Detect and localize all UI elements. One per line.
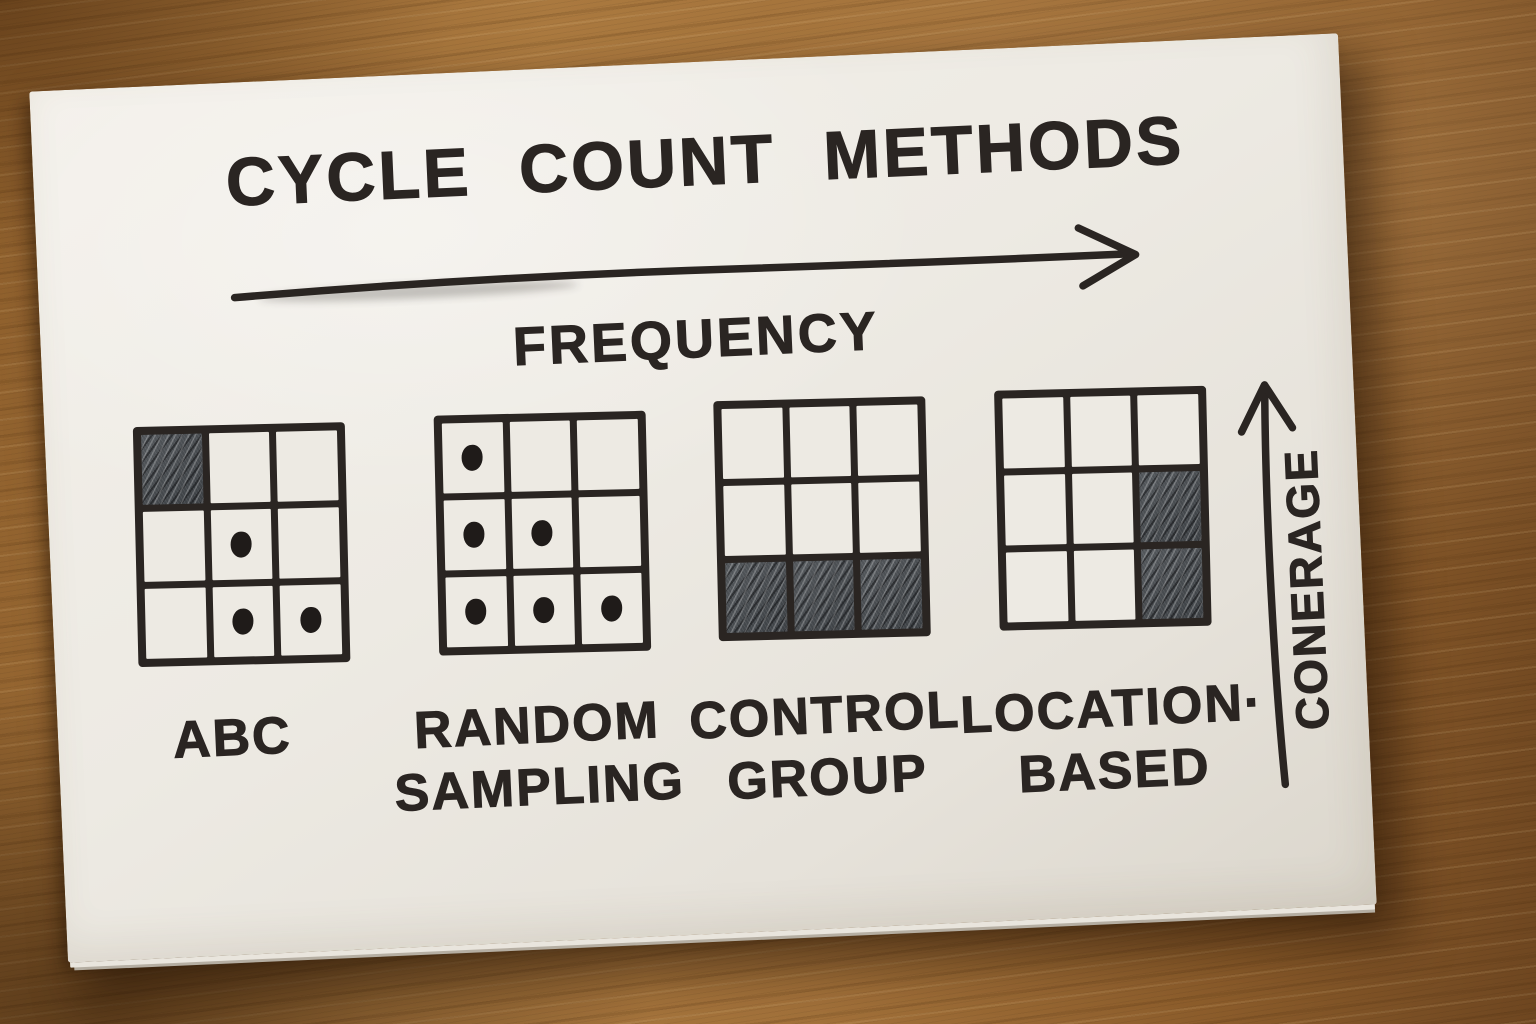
method-label-line: ABC [171,706,293,770]
abc-grid [132,422,351,668]
grid-cell [577,418,640,491]
frequency-arrow-head [1074,224,1140,290]
shaded-cell [1139,470,1202,543]
frequency-arrow-line [230,250,1132,302]
grid-cell [208,431,271,504]
grid-cell [279,584,343,656]
grid-cell [856,404,920,476]
grid-cell [513,574,576,646]
dot-mark [600,595,623,622]
grid-cell [1073,549,1136,621]
dot-mark [232,608,254,635]
grid-cell [1069,395,1133,467]
grid-cell [144,587,207,659]
grid-cell [1071,472,1134,544]
grid-cell [721,407,784,480]
location-based-grid [994,385,1212,631]
coverage-arrow-head [1237,381,1297,436]
grid-cell [789,406,852,478]
grid-cell [276,430,339,502]
shaded-cell [860,558,923,630]
grid-cell [212,585,275,658]
method-label-line: SAMPLING [393,752,687,824]
coverage-axis-label: CONERAGE [1274,447,1339,732]
method-label-control-group: CONTROL GROUP [664,678,989,816]
grid-cell [210,508,273,581]
grid-cell [1002,397,1065,469]
method-label-random-sampling: RANDOM SAMPLING [376,688,701,826]
grid-cell [509,420,572,492]
grid-cell [445,576,508,648]
shaded-cell [725,561,788,634]
grid-cell [723,484,786,557]
shaded-cell [1141,547,1204,620]
ink-smudge [258,281,579,302]
grid-cell [278,507,341,579]
dot-mark [465,598,487,626]
grid-cell [578,495,642,568]
random-sampling-grid [433,410,652,656]
dot-mark [461,444,484,472]
grid-cell [443,499,506,571]
shaded-cell [792,559,855,632]
grid-cell [1137,393,1200,466]
grid-cell [580,572,644,645]
dot-mark [463,521,486,549]
grid-cell [790,483,854,555]
control-group-grid [713,396,931,642]
grid-cell [1004,474,1067,546]
paper-card: CYCLE COUNT METHODS FREQUENCY CONERAGE A… [29,33,1377,963]
method-label-location-based: LOCATION· BASED [951,671,1276,809]
grid-cell [441,422,505,494]
frequency-axis-label: FREQUENCY [511,301,881,378]
grid-cell [142,510,206,582]
method-label-abc: ABC [71,700,393,776]
grid-cell [1005,551,1069,623]
dot-mark [531,519,553,547]
dot-mark [299,606,322,634]
dot-mark [532,596,555,624]
dot-mark [230,531,252,558]
grid-cell [511,497,574,569]
shaded-cell [141,433,204,505]
page-title: CYCLE COUNT METHODS [224,102,1186,222]
grid-cell [858,481,921,553]
